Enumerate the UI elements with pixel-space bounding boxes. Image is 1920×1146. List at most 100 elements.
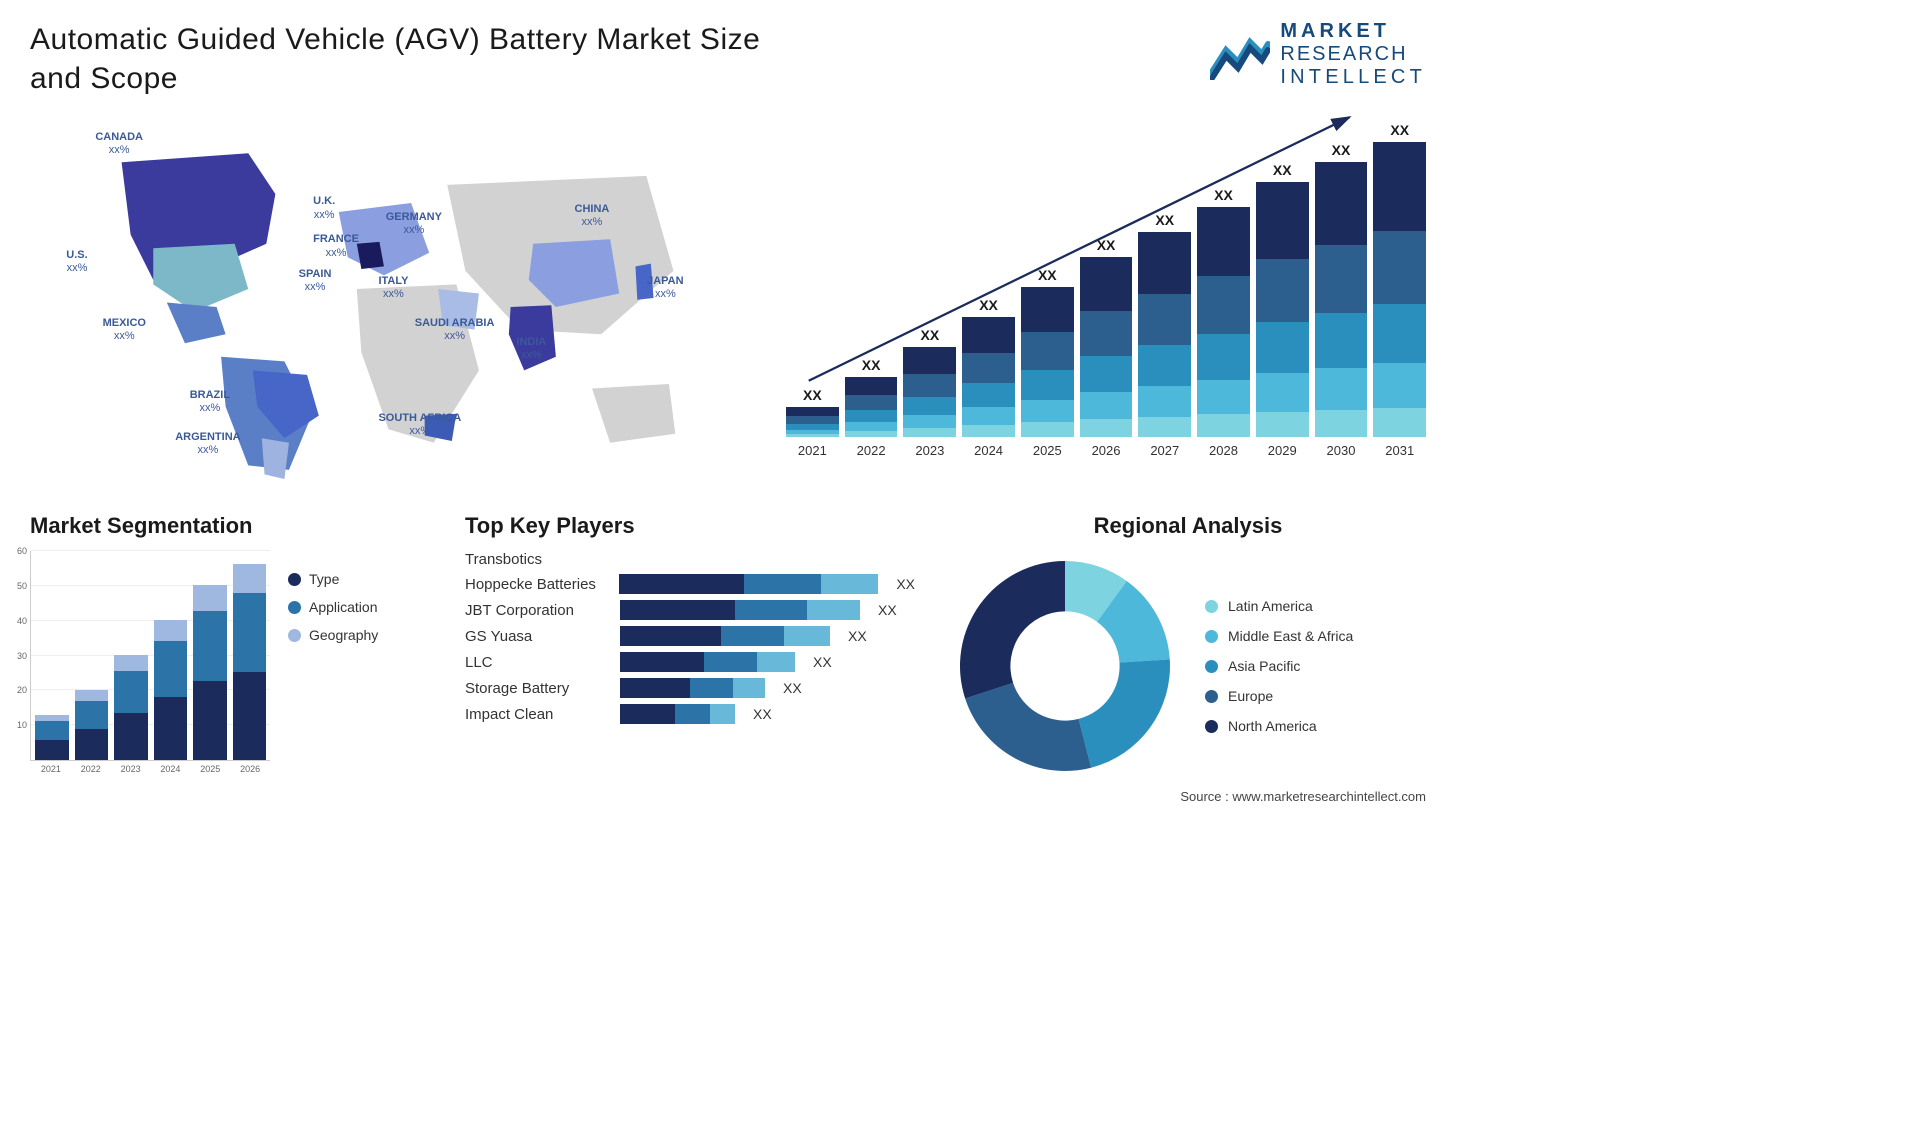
trend-seg — [1021, 332, 1074, 370]
seg-bar-2022 — [75, 690, 109, 760]
trend-seg — [1256, 322, 1309, 373]
trend-year-label: 2022 — [857, 443, 886, 458]
player-seg — [744, 574, 822, 594]
player-seg — [721, 626, 784, 646]
player-seg — [821, 574, 878, 594]
seg-x-tick: 2025 — [200, 764, 220, 774]
donut-slice — [1079, 659, 1170, 767]
donut-slice — [965, 683, 1091, 771]
trend-bar-2026: XX2026 — [1080, 237, 1133, 458]
logo-text-3: INTELLECT — [1280, 66, 1426, 89]
trend-seg — [845, 422, 898, 431]
trend-seg — [845, 377, 898, 395]
player-name: GS Yuasa — [465, 628, 610, 645]
trend-year-label: 2030 — [1327, 443, 1356, 458]
trend-bar-2027: XX2027 — [1138, 212, 1191, 458]
donut-slice — [960, 561, 1065, 698]
seg-seg — [75, 729, 109, 761]
player-seg — [620, 626, 721, 646]
player-value: XX — [896, 576, 915, 592]
trend-bar-2031: XX2031 — [1373, 122, 1426, 458]
regional-legend-item: Europe — [1205, 688, 1353, 704]
trend-seg — [1021, 400, 1074, 423]
top-key-players: Top Key Players TransboticsHoppecke Batt… — [465, 513, 915, 781]
trend-value-label: XX — [1214, 187, 1233, 203]
regional-legend-item: Middle East & Africa — [1205, 628, 1353, 644]
seg-seg — [233, 564, 267, 593]
trend-value-label: XX — [1038, 267, 1057, 283]
logo-text-1: MARKET — [1280, 20, 1426, 43]
player-name: JBT Corporation — [465, 602, 610, 619]
trend-seg — [903, 347, 956, 374]
player-row: Impact CleanXX — [465, 704, 915, 724]
trend-value-label: XX — [1332, 142, 1351, 158]
trend-value-label: XX — [920, 327, 939, 343]
logo-text-2: RESEARCH — [1280, 43, 1426, 66]
seg-seg — [75, 690, 109, 701]
map-label-italy: ITALYxx% — [378, 275, 408, 301]
seg-seg — [193, 585, 227, 611]
trend-seg — [1080, 311, 1133, 356]
seg-seg — [35, 715, 69, 722]
trend-seg — [962, 425, 1015, 437]
seg-bar-2025 — [193, 585, 227, 760]
trend-seg — [845, 395, 898, 410]
trend-seg — [1197, 276, 1250, 334]
map-region-mex — [167, 303, 226, 344]
map-label-mexico: MEXICOxx% — [103, 317, 146, 343]
trend-seg — [903, 397, 956, 415]
trend-seg — [962, 353, 1015, 383]
player-seg — [735, 600, 807, 620]
player-seg — [807, 600, 860, 620]
trend-seg — [903, 428, 956, 437]
player-bar — [620, 652, 795, 672]
player-bar — [620, 704, 735, 724]
player-bar — [619, 574, 878, 594]
trend-seg — [903, 374, 956, 397]
player-seg — [619, 574, 743, 594]
trend-seg — [1197, 414, 1250, 437]
seg-seg — [35, 721, 69, 739]
trend-bar-2030: XX 2030 — [1315, 142, 1368, 458]
player-row: Hoppecke BatteriesXX — [465, 574, 915, 594]
seg-legend-item: Geography — [288, 627, 378, 643]
player-seg — [620, 652, 704, 672]
trend-seg — [845, 410, 898, 422]
trend-seg — [1021, 287, 1074, 332]
map-region-us — [153, 244, 248, 312]
segmentation-legend: TypeApplicationGeography — [288, 551, 378, 761]
logo-icon — [1210, 30, 1270, 80]
trend-seg — [1373, 142, 1426, 231]
seg-seg — [193, 611, 227, 681]
trend-seg — [1315, 162, 1368, 245]
trend-seg — [1197, 380, 1250, 415]
page-title: Automatic Guided Vehicle (AGV) Battery M… — [30, 20, 790, 98]
trend-year-label: 2024 — [974, 443, 1003, 458]
seg-x-tick: 2026 — [240, 764, 260, 774]
trend-seg — [1315, 245, 1368, 314]
seg-x-tick: 2022 — [81, 764, 101, 774]
player-name: LLC — [465, 654, 610, 671]
player-value: XX — [848, 628, 867, 644]
trend-seg — [1373, 231, 1426, 305]
trend-year-label: 2031 — [1385, 443, 1414, 458]
trend-seg — [1256, 412, 1309, 438]
map-label-us: U.S.xx% — [66, 249, 87, 275]
player-value: XX — [783, 680, 802, 696]
seg-legend-item: Application — [288, 599, 378, 615]
trend-seg — [1373, 304, 1426, 363]
player-seg — [704, 652, 757, 672]
player-seg — [757, 652, 796, 672]
map-label-china: CHINAxx% — [575, 203, 610, 229]
trend-year-label: 2025 — [1033, 443, 1062, 458]
trend-bar-chart: XX2021XX2022XX2023XX2024XX2025XX2026XX20… — [786, 108, 1426, 488]
trend-seg — [1315, 410, 1368, 438]
seg-y-tick: 40 — [17, 616, 31, 626]
player-seg — [620, 704, 675, 724]
trend-seg — [1373, 363, 1426, 407]
trend-seg — [903, 415, 956, 429]
seg-seg — [75, 701, 109, 729]
map-label-canada: CANADAxx% — [95, 131, 143, 157]
segmentation-bars: 102030405060202120222023202420252026 — [30, 551, 270, 761]
trend-seg — [1138, 417, 1191, 438]
